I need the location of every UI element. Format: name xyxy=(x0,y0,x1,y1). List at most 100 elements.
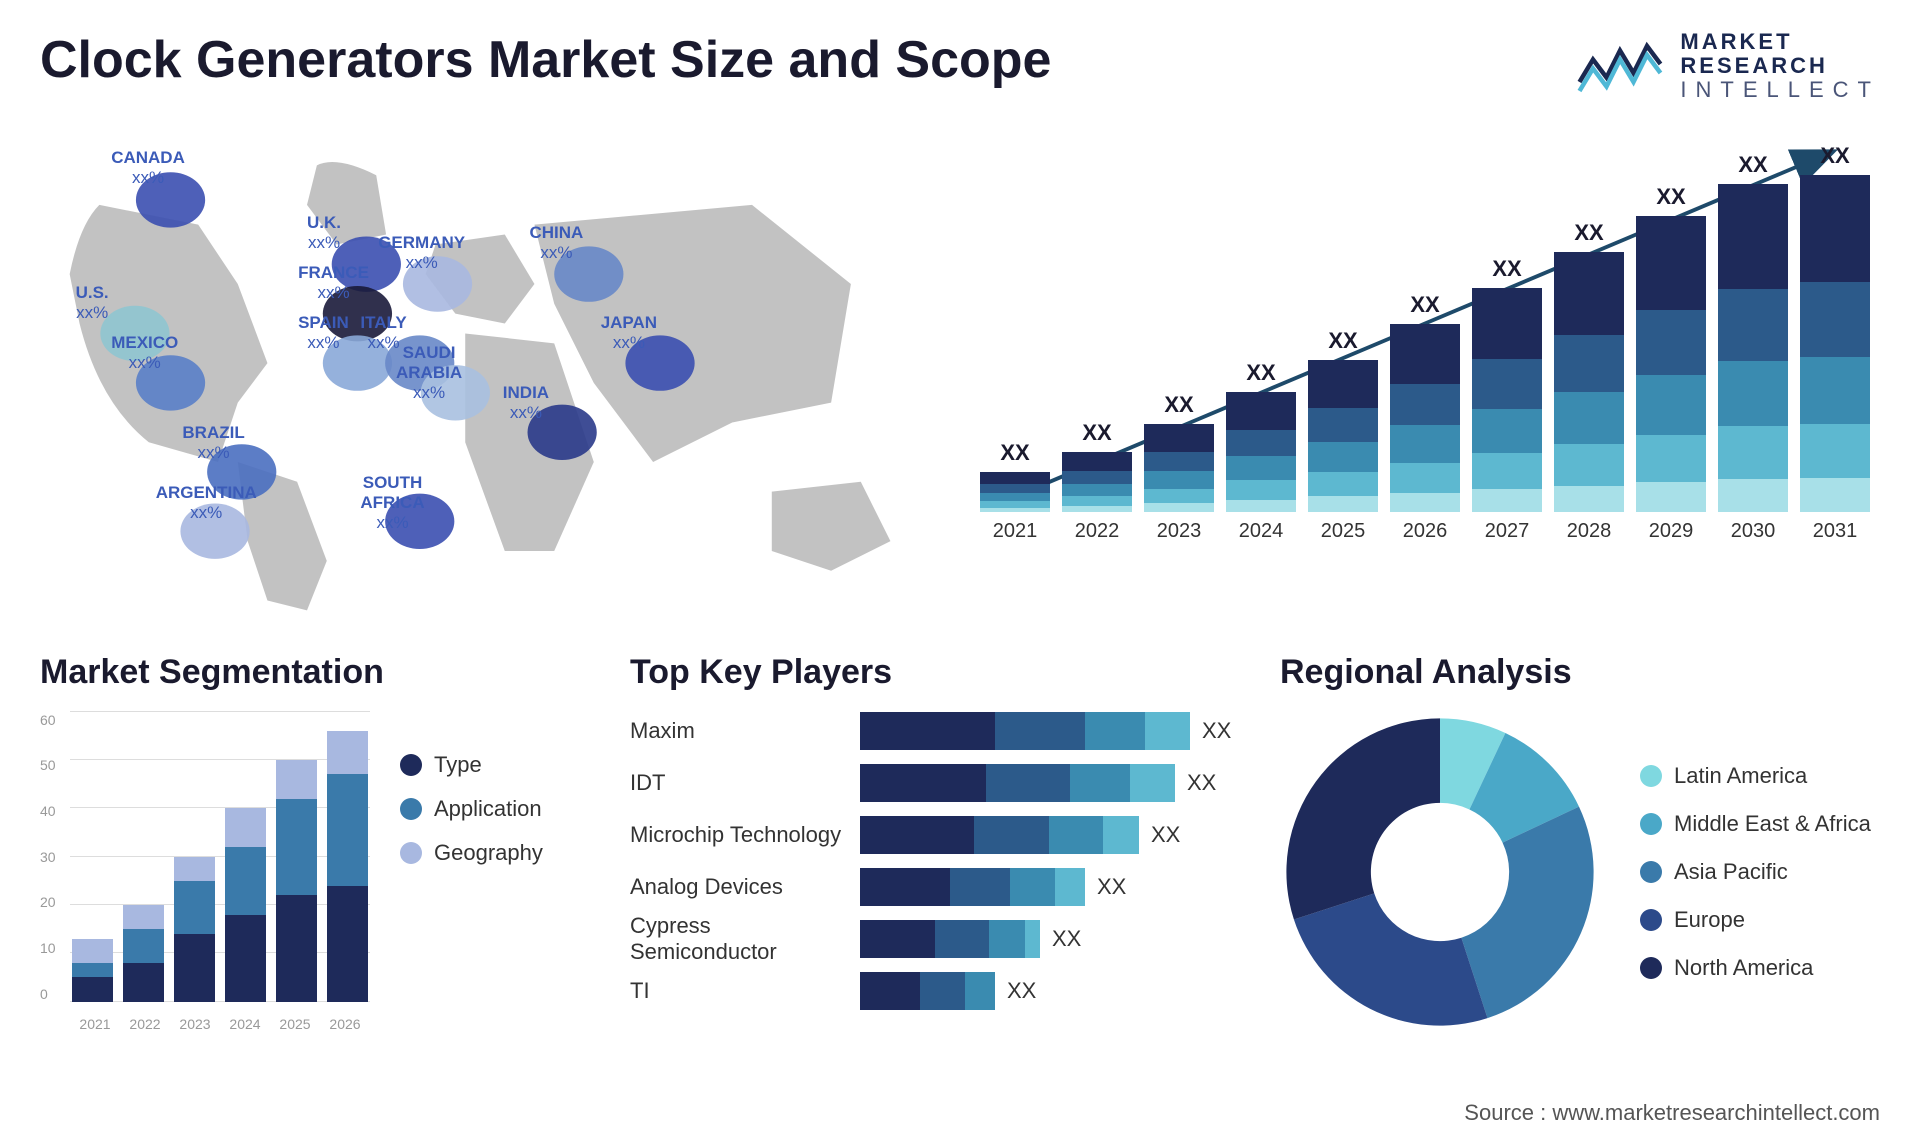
segmentation-bar xyxy=(172,712,217,1002)
legend-label: Geography xyxy=(434,840,543,866)
forecast-bar: XX 2030 xyxy=(1718,143,1788,543)
legend-item: Europe xyxy=(1640,907,1871,933)
forecast-year-label: 2028 xyxy=(1567,520,1612,543)
country-label-uk: U.K.xx% xyxy=(307,213,341,254)
segmentation-bar xyxy=(70,712,115,1002)
legend-item: Type xyxy=(400,752,543,778)
forecast-year-label: 2024 xyxy=(1239,520,1284,543)
country-label-saudinarabia: SAUDIARABIAxx% xyxy=(396,343,462,404)
legend-label: Middle East & Africa xyxy=(1674,811,1871,837)
forecast-bar: XX 2028 xyxy=(1554,143,1624,543)
legend-label: Europe xyxy=(1674,907,1745,933)
logo-line3: INTELLECT xyxy=(1680,78,1880,102)
brand-logo: MARKET RESEARCH INTELLECT xyxy=(1575,30,1880,103)
player-name: IDT xyxy=(630,770,860,796)
legend-dot-icon xyxy=(1640,909,1662,931)
legend-label: North America xyxy=(1674,955,1813,981)
forecast-bar-value: XX xyxy=(1492,256,1521,282)
forecast-bar-value: XX xyxy=(1082,420,1111,446)
segmentation-bar xyxy=(325,712,370,1002)
forecast-bar-value: XX xyxy=(1246,360,1275,386)
regional-legend: Latin America Middle East & Africa Asia Pa… xyxy=(1640,763,1871,981)
forecast-bar: XX 2022 xyxy=(1062,143,1132,543)
logo-line1: MARKET xyxy=(1680,30,1880,54)
player-row: IDT XX xyxy=(630,764,1250,802)
country-label-argentina: ARGENTINAxx% xyxy=(156,483,257,524)
legend-dot-icon xyxy=(400,754,422,776)
player-row: TI XX xyxy=(630,972,1250,1010)
segmentation-title: Market Segmentation xyxy=(40,653,600,692)
forecast-bar-value: XX xyxy=(1738,152,1767,178)
legend-item: Geography xyxy=(400,840,543,866)
segmentation-bar xyxy=(223,712,268,1002)
forecast-year-label: 2030 xyxy=(1731,520,1776,543)
forecast-year-label: 2021 xyxy=(993,520,1038,543)
forecast-year-label: 2027 xyxy=(1485,520,1530,543)
regional-panel: Regional Analysis Latin America Middle Ea… xyxy=(1280,653,1880,1073)
country-label-china: CHINAxx% xyxy=(530,223,584,264)
forecast-bar-value: XX xyxy=(1000,440,1029,466)
forecast-bar-value: XX xyxy=(1656,184,1685,210)
world-map-panel: CANADAxx%U.S.xx%MEXICOxx%BRAZILxx%ARGENT… xyxy=(40,123,930,623)
legend-item: Middle East & Africa xyxy=(1640,811,1871,837)
legend-item: Asia Pacific xyxy=(1640,859,1871,885)
legend-dot-icon xyxy=(1640,813,1662,835)
forecast-year-label: 2029 xyxy=(1649,520,1694,543)
legend-item: Latin America xyxy=(1640,763,1871,789)
forecast-chart: XX2021XX2022XX2023XX2024XX2025XX2026XX20… xyxy=(970,123,1880,623)
player-name: TI xyxy=(630,978,860,1004)
forecast-bar: XX 2024 xyxy=(1226,143,1296,543)
forecast-bar: XX 2029 xyxy=(1636,143,1706,543)
forecast-bar-value: XX xyxy=(1410,292,1439,318)
legend-item: Application xyxy=(400,796,543,822)
legend-label: Application xyxy=(434,796,542,822)
player-row: Analog DevicesXX xyxy=(630,868,1250,906)
country-label-india: INDIAxx% xyxy=(503,383,549,424)
forecast-bar-value: XX xyxy=(1574,220,1603,246)
legend-label: Latin America xyxy=(1674,763,1807,789)
legend-dot-icon xyxy=(400,842,422,864)
forecast-year-label: 2025 xyxy=(1321,520,1366,543)
country-label-mexico: MEXICOxx% xyxy=(111,333,178,374)
player-value: XX xyxy=(1202,718,1231,744)
forecast-bar-value: XX xyxy=(1820,143,1849,169)
page-title: Clock Generators Market Size and Scope xyxy=(40,30,1051,90)
country-label-germany: GERMANYxx% xyxy=(378,233,465,274)
segmentation-chart: 0102030405060 202120222023202420252026 xyxy=(40,712,370,1032)
player-value: XX xyxy=(1187,770,1216,796)
key-players-chart: Maxim XX IDT XX Microchip TechnologyXX Analog… xyxy=(630,712,1250,1010)
header: Clock Generators Market Size and Scope M… xyxy=(40,30,1880,103)
regional-donut-chart xyxy=(1280,712,1600,1032)
legend-dot-icon xyxy=(1640,957,1662,979)
legend-dot-icon xyxy=(1640,861,1662,883)
segmentation-bar xyxy=(121,712,166,1002)
country-label-us: U.S.xx% xyxy=(76,283,109,324)
forecast-bar: XX 2021 xyxy=(980,143,1050,543)
logo-icon xyxy=(1575,34,1665,99)
player-value: XX xyxy=(1007,978,1036,1004)
player-row: Cypress SemiconductorXX xyxy=(630,920,1250,958)
forecast-year-label: 2031 xyxy=(1813,520,1858,543)
key-players-panel: Top Key Players Maxim XX IDT XX Microchip Te… xyxy=(630,653,1250,1073)
player-row: Maxim XX xyxy=(630,712,1250,750)
player-row: Microchip TechnologyXX xyxy=(630,816,1250,854)
forecast-year-label: 2022 xyxy=(1075,520,1120,543)
country-label-france: FRANCExx% xyxy=(298,263,369,304)
forecast-bar-value: XX xyxy=(1328,328,1357,354)
player-value: XX xyxy=(1097,874,1126,900)
regional-title: Regional Analysis xyxy=(1280,653,1880,692)
segmentation-bar xyxy=(274,712,319,1002)
legend-label: Type xyxy=(434,752,482,778)
logo-line2: RESEARCH xyxy=(1680,54,1880,78)
player-name: Cypress Semiconductor xyxy=(630,913,860,965)
segmentation-legend: Type Application Geography xyxy=(400,712,543,1032)
source-attribution: Source : www.marketresearchintellect.com xyxy=(1464,1100,1880,1126)
country-label-spain: SPAINxx% xyxy=(298,313,349,354)
segmentation-panel: Market Segmentation 0102030405060 202120… xyxy=(40,653,600,1073)
forecast-bar: XX2026 xyxy=(1390,143,1460,543)
forecast-year-label: 2023 xyxy=(1157,520,1202,543)
key-players-title: Top Key Players xyxy=(630,653,1250,692)
legend-dot-icon xyxy=(400,798,422,820)
forecast-bar-value: XX xyxy=(1164,392,1193,418)
player-name: Maxim xyxy=(630,718,860,744)
